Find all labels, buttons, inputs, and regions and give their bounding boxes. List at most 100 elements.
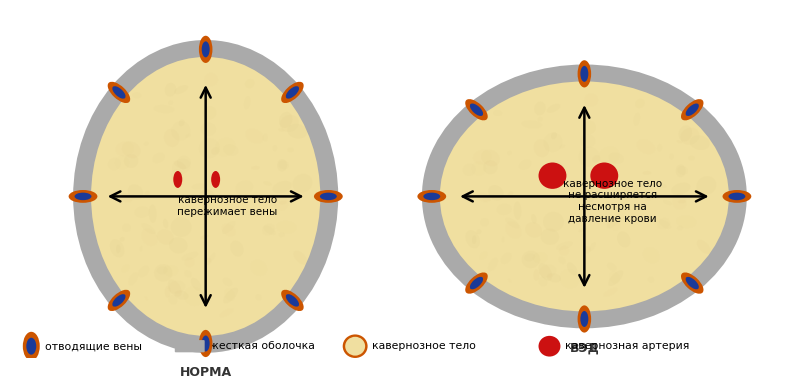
Ellipse shape bbox=[466, 99, 488, 121]
Ellipse shape bbox=[551, 132, 557, 139]
Ellipse shape bbox=[544, 164, 563, 180]
Text: НОРМА: НОРМА bbox=[180, 366, 232, 379]
Ellipse shape bbox=[729, 193, 746, 200]
Ellipse shape bbox=[278, 232, 285, 237]
Ellipse shape bbox=[678, 125, 692, 141]
Ellipse shape bbox=[582, 121, 596, 135]
Ellipse shape bbox=[73, 40, 338, 353]
Ellipse shape bbox=[538, 117, 542, 121]
Ellipse shape bbox=[169, 237, 188, 254]
Ellipse shape bbox=[170, 169, 182, 181]
Ellipse shape bbox=[171, 121, 190, 141]
Text: отводящие вены: отводящие вены bbox=[46, 341, 142, 351]
Text: ВЭД: ВЭД bbox=[570, 341, 599, 354]
Ellipse shape bbox=[534, 139, 550, 157]
Ellipse shape bbox=[466, 273, 488, 294]
Ellipse shape bbox=[74, 193, 91, 200]
Ellipse shape bbox=[145, 191, 150, 195]
Ellipse shape bbox=[676, 140, 682, 143]
Ellipse shape bbox=[522, 251, 540, 268]
Ellipse shape bbox=[580, 66, 588, 82]
Ellipse shape bbox=[172, 159, 190, 174]
Ellipse shape bbox=[110, 239, 125, 257]
Ellipse shape bbox=[481, 150, 500, 166]
Ellipse shape bbox=[174, 161, 186, 169]
Ellipse shape bbox=[470, 103, 483, 116]
Ellipse shape bbox=[609, 152, 624, 164]
Ellipse shape bbox=[505, 218, 519, 228]
Ellipse shape bbox=[199, 36, 213, 63]
Ellipse shape bbox=[686, 277, 699, 289]
Ellipse shape bbox=[658, 183, 666, 188]
Ellipse shape bbox=[279, 112, 293, 128]
Ellipse shape bbox=[677, 226, 683, 230]
Ellipse shape bbox=[546, 104, 561, 113]
Ellipse shape bbox=[277, 159, 287, 172]
Ellipse shape bbox=[170, 217, 192, 237]
Ellipse shape bbox=[477, 229, 482, 234]
Ellipse shape bbox=[584, 246, 590, 254]
Ellipse shape bbox=[592, 155, 600, 163]
Ellipse shape bbox=[198, 138, 220, 158]
Text: кавернозное тело
пережимает вены: кавернозное тело пережимает вены bbox=[178, 195, 278, 217]
Ellipse shape bbox=[273, 181, 292, 193]
Ellipse shape bbox=[606, 216, 620, 229]
Ellipse shape bbox=[69, 190, 98, 203]
Ellipse shape bbox=[590, 163, 618, 189]
Ellipse shape bbox=[178, 119, 185, 126]
Ellipse shape bbox=[488, 185, 504, 200]
Ellipse shape bbox=[670, 153, 674, 160]
Ellipse shape bbox=[466, 230, 480, 248]
Ellipse shape bbox=[202, 41, 210, 57]
Ellipse shape bbox=[222, 221, 235, 234]
Ellipse shape bbox=[525, 222, 542, 238]
Ellipse shape bbox=[688, 156, 695, 161]
Ellipse shape bbox=[202, 335, 210, 351]
Ellipse shape bbox=[190, 278, 202, 291]
Ellipse shape bbox=[280, 115, 299, 132]
Ellipse shape bbox=[578, 60, 591, 88]
Ellipse shape bbox=[342, 334, 368, 358]
Ellipse shape bbox=[128, 184, 143, 200]
Ellipse shape bbox=[278, 160, 289, 169]
Ellipse shape bbox=[223, 144, 238, 156]
Ellipse shape bbox=[286, 294, 299, 307]
Ellipse shape bbox=[199, 330, 213, 357]
Ellipse shape bbox=[245, 79, 254, 88]
Ellipse shape bbox=[546, 166, 558, 175]
Ellipse shape bbox=[580, 134, 595, 148]
Ellipse shape bbox=[422, 64, 746, 328]
Ellipse shape bbox=[120, 237, 125, 242]
Ellipse shape bbox=[617, 231, 630, 247]
Ellipse shape bbox=[470, 277, 483, 289]
Ellipse shape bbox=[483, 160, 498, 174]
Ellipse shape bbox=[543, 212, 564, 232]
Ellipse shape bbox=[200, 235, 209, 240]
Text: жесткая оболочка: жесткая оболочка bbox=[209, 341, 314, 351]
Ellipse shape bbox=[112, 294, 126, 307]
Ellipse shape bbox=[201, 122, 216, 136]
Ellipse shape bbox=[177, 156, 190, 169]
Ellipse shape bbox=[154, 264, 173, 282]
Ellipse shape bbox=[524, 254, 535, 262]
Ellipse shape bbox=[680, 128, 699, 145]
Ellipse shape bbox=[508, 191, 514, 196]
Ellipse shape bbox=[493, 110, 502, 116]
Ellipse shape bbox=[578, 305, 591, 333]
Ellipse shape bbox=[314, 190, 342, 203]
Ellipse shape bbox=[497, 204, 512, 215]
Ellipse shape bbox=[542, 173, 554, 185]
Ellipse shape bbox=[681, 99, 703, 121]
Ellipse shape bbox=[108, 82, 130, 103]
Ellipse shape bbox=[514, 201, 522, 220]
Ellipse shape bbox=[534, 269, 539, 281]
Ellipse shape bbox=[697, 240, 710, 254]
Ellipse shape bbox=[281, 290, 304, 311]
Ellipse shape bbox=[244, 96, 250, 109]
Ellipse shape bbox=[547, 273, 561, 282]
Ellipse shape bbox=[281, 82, 304, 103]
Ellipse shape bbox=[223, 288, 238, 304]
Ellipse shape bbox=[345, 337, 365, 356]
Ellipse shape bbox=[686, 103, 699, 116]
Ellipse shape bbox=[205, 258, 211, 265]
